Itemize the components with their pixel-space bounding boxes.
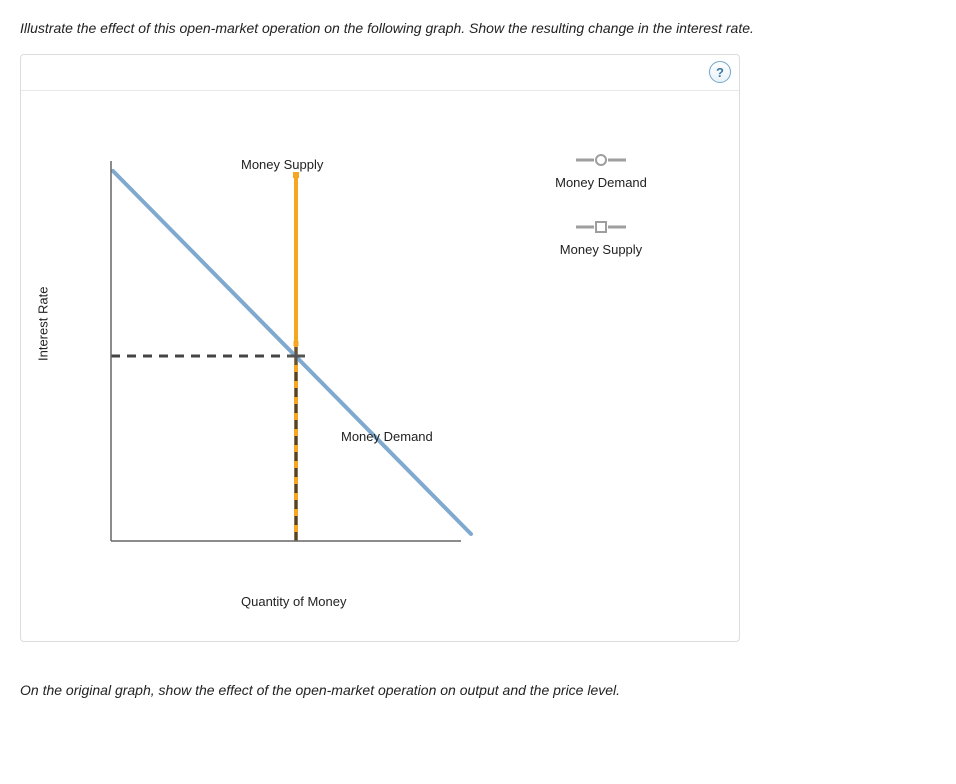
legend-item[interactable]: Money Demand xyxy=(531,151,671,190)
x-axis-label: Quantity of Money xyxy=(241,594,347,609)
supply-line-handle-top[interactable] xyxy=(293,172,299,178)
panel-body: Interest Rate Money Supply Money Demand Q… xyxy=(21,91,739,641)
help-button[interactable]: ? xyxy=(709,61,731,83)
panel-header: ? xyxy=(21,55,739,91)
chart-svg[interactable]: Money Supply Money Demand xyxy=(31,111,491,571)
legend-label: Money Supply xyxy=(531,242,671,257)
money-demand-label: Money Demand xyxy=(341,429,433,444)
chart-area[interactable]: Interest Rate Money Supply Money Demand Q… xyxy=(31,111,521,611)
money-demand-line[interactable] xyxy=(113,171,471,534)
graph-panel: ? Interest Rate Money SupplyMoney Demand… xyxy=(20,54,740,642)
square-marker-icon xyxy=(531,218,671,236)
instruction-bottom: On the original graph, show the effect o… xyxy=(20,682,936,698)
legend-label: Money Demand xyxy=(531,175,671,190)
equilibrium-handle[interactable] xyxy=(294,341,299,346)
legend-item[interactable]: Money Supply xyxy=(531,218,671,257)
legend: Money Demand Money Supply xyxy=(521,111,729,611)
instruction-top: Illustrate the effect of this open-marke… xyxy=(20,20,936,36)
money-supply-label: Money Supply xyxy=(241,157,324,172)
y-axis-label: Interest Rate xyxy=(36,287,51,361)
circle-marker-icon xyxy=(531,151,671,169)
